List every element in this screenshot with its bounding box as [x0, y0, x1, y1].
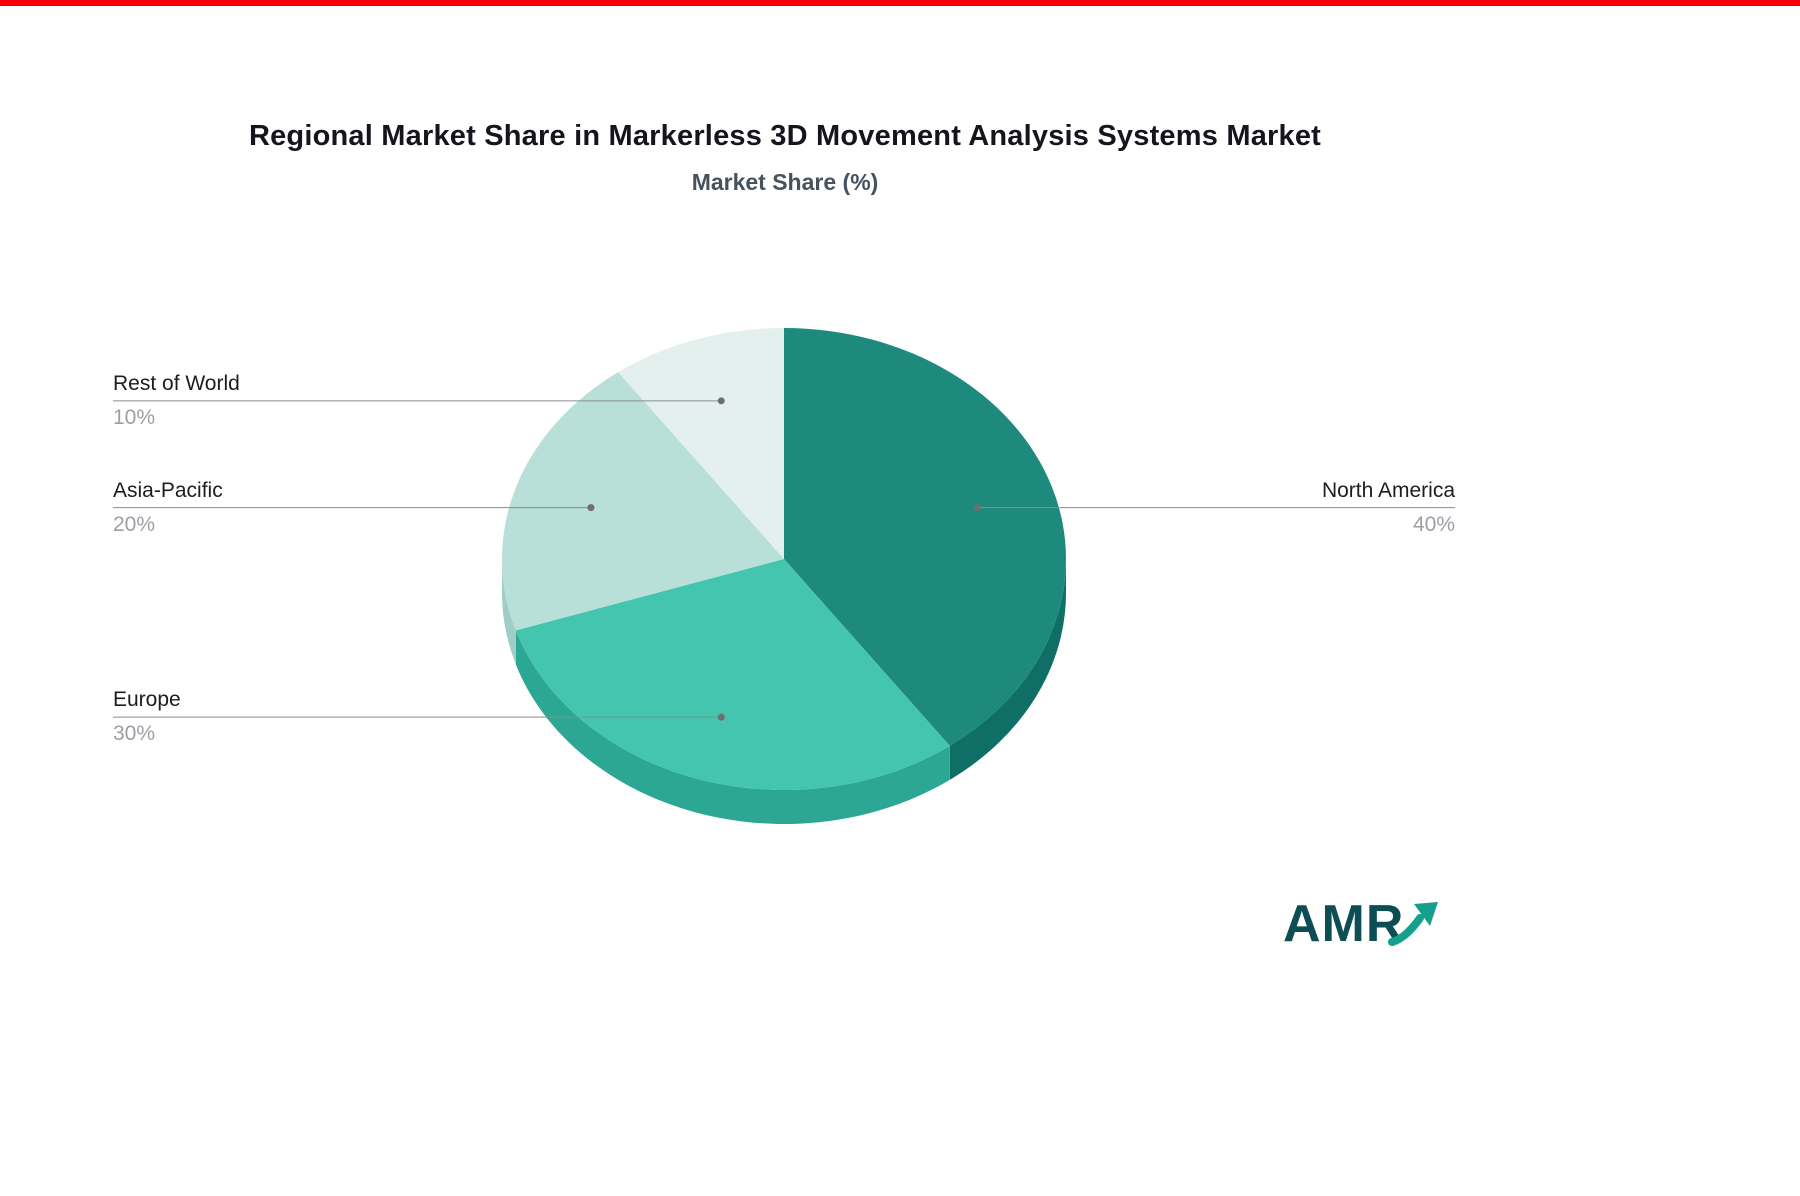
- callout-dot-north-america: [973, 504, 981, 512]
- callout-value: 40%: [1412, 512, 1455, 536]
- chart-subtitle: Market Share (%): [691, 169, 879, 195]
- pie-side-north-america: [949, 559, 1066, 780]
- pie-slice-north-america[interactable]: [784, 328, 1066, 746]
- callout-dot-rest-of-world: [717, 397, 725, 405]
- callout-europe: Europe 30%: [113, 688, 181, 746]
- callout-dot-asia-pacific: [587, 504, 595, 512]
- callout-dot-europe: [717, 713, 725, 721]
- callout-label: North America: [1321, 478, 1455, 502]
- pie-side-asia-pacific: [502, 559, 516, 665]
- callout-label: Asia-Pacific: [113, 478, 223, 502]
- callout-label: Europe: [113, 688, 181, 712]
- chart-title: Regional Market Share in Markerless 3D M…: [248, 120, 1322, 152]
- pie-slice-rest-of-world[interactable]: [618, 328, 784, 559]
- callout-value: 30%: [113, 722, 156, 746]
- callout-north-america: North America 40%: [1322, 479, 1455, 537]
- callout-value: 20%: [113, 512, 156, 536]
- amr-logo-arrow-icon: [1388, 902, 1439, 946]
- callout-label: Rest of World: [113, 371, 240, 395]
- amr-logo: AMR: [1283, 896, 1440, 952]
- callout-asia-pacific: Asia-Pacific 20%: [113, 479, 223, 537]
- callout-rest-of-world: Rest of World 10%: [113, 372, 240, 430]
- callout-value: 10%: [113, 405, 156, 429]
- amr-logo-text: AMR: [1283, 895, 1405, 953]
- pie-slice-asia-pacific[interactable]: [501, 372, 784, 631]
- pie-slice-europe[interactable]: [515, 559, 950, 790]
- screenshot-top-border: [0, 0, 1800, 6]
- pie-side-europe: [515, 630, 950, 824]
